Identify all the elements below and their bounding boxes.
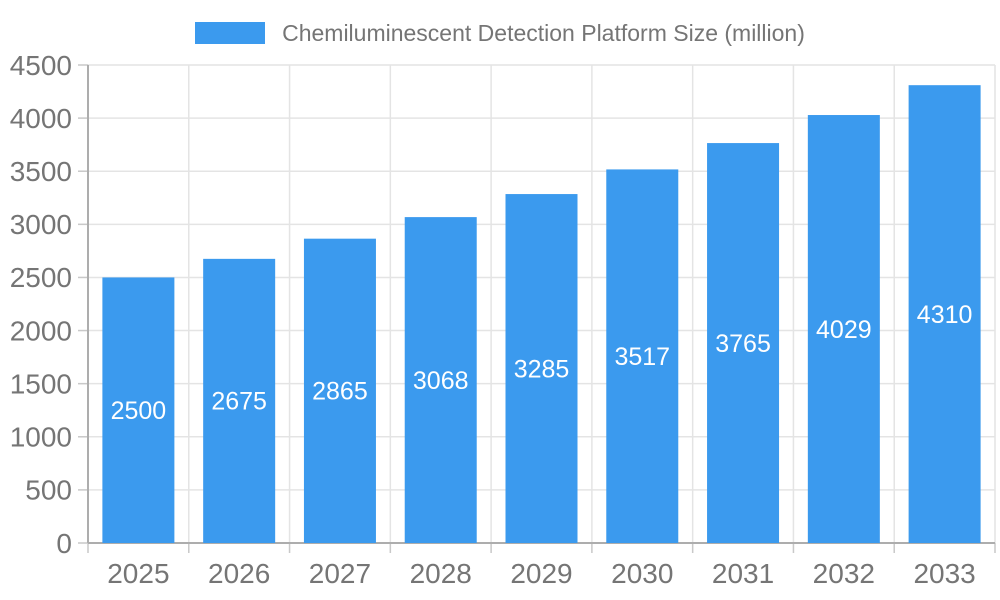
- bar-value-label: 2865: [312, 378, 368, 406]
- y-axis-label: 1500: [10, 368, 72, 399]
- bar-value-label: 2675: [211, 388, 267, 416]
- x-axis-label: 2025: [107, 558, 169, 589]
- bar-2030[interactable]: [606, 169, 679, 543]
- bar-value-label: 3068: [413, 367, 469, 395]
- y-axis-label: 2500: [10, 262, 72, 293]
- x-axis-label: 2029: [510, 558, 572, 589]
- x-axis-label: 2027: [309, 558, 371, 589]
- y-axis-label: 4500: [10, 50, 72, 81]
- bar-value-label: 2500: [111, 397, 167, 425]
- y-axis-label: 3000: [10, 209, 72, 240]
- bar-2031[interactable]: [707, 143, 780, 543]
- x-axis-label: 2031: [712, 558, 774, 589]
- bar-value-label: 4310: [917, 301, 973, 329]
- y-axis-label: 1000: [10, 422, 72, 453]
- legend-swatch: [195, 22, 266, 44]
- bar-value-label: 3517: [614, 343, 670, 371]
- bar-value-label: 3765: [715, 330, 771, 358]
- bar-value-label: 3285: [514, 355, 570, 383]
- x-axis-label: 2032: [813, 558, 875, 589]
- x-axis-label: 2030: [611, 558, 673, 589]
- bar-value-label: 4029: [816, 316, 872, 344]
- bar-2033[interactable]: [908, 85, 981, 543]
- x-axis-label: 2026: [208, 558, 270, 589]
- bar-2029[interactable]: [505, 194, 578, 543]
- y-axis-label: 4000: [10, 103, 72, 134]
- bar-2026[interactable]: [203, 258, 276, 543]
- bar-2028[interactable]: [404, 217, 477, 543]
- bar-2032[interactable]: [807, 115, 880, 543]
- bar-2025[interactable]: [102, 277, 175, 543]
- bar-2027[interactable]: [303, 238, 376, 543]
- y-axis-label: 3500: [10, 156, 72, 187]
- y-axis-label: 0: [56, 528, 72, 559]
- chart-legend[interactable]: Chemiluminescent Detection Platform Size…: [0, 19, 1000, 47]
- y-axis-label: 2000: [10, 315, 72, 346]
- y-axis-label: 500: [25, 475, 72, 506]
- x-axis-label: 2028: [410, 558, 472, 589]
- legend-label: Chemiluminescent Detection Platform Size…: [282, 19, 805, 46]
- x-axis-label: 2033: [913, 558, 975, 589]
